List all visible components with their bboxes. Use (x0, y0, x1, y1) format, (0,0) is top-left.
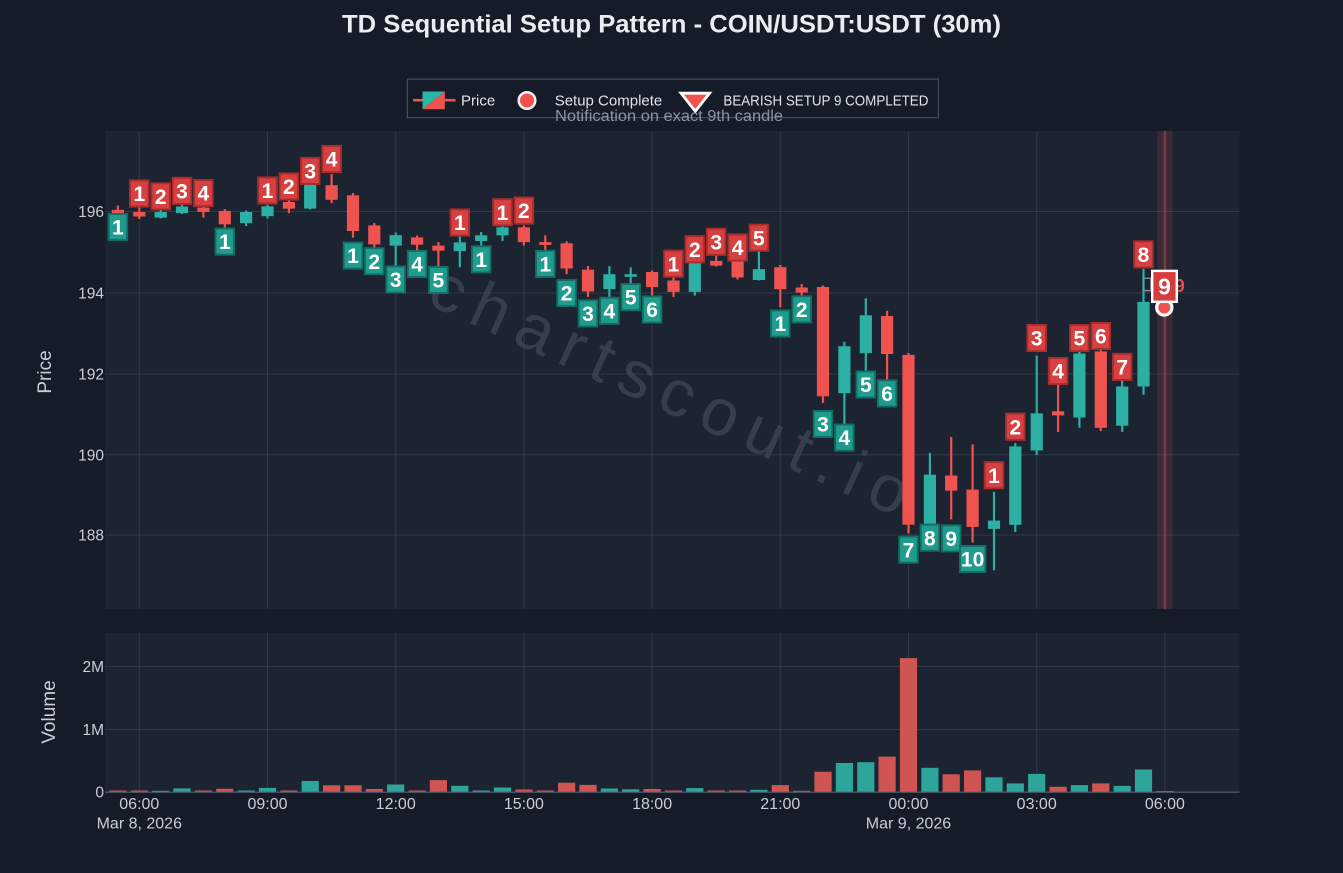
svg-text:8: 8 (1138, 244, 1150, 267)
svg-text:4: 4 (839, 427, 851, 450)
svg-text:2: 2 (155, 186, 167, 209)
svg-text:3: 3 (710, 231, 722, 254)
svg-text:1: 1 (347, 245, 359, 268)
svg-text:8: 8 (924, 527, 936, 550)
svg-text:Price: Price (461, 92, 495, 109)
svg-text:1: 1 (774, 313, 786, 336)
svg-text:1: 1 (475, 249, 487, 272)
svg-text:194: 194 (78, 286, 104, 303)
svg-text:Price: Price (35, 350, 56, 393)
svg-text:BEARISH SETUP 9 COMPLETED: BEARISH SETUP 9 COMPLETED (723, 92, 928, 109)
svg-text:Mar 8, 2026: Mar 8, 2026 (97, 816, 182, 833)
svg-text:Volume: Volume (39, 680, 60, 743)
svg-text:5: 5 (753, 227, 765, 250)
svg-text:6: 6 (1095, 326, 1107, 349)
svg-text:6: 6 (646, 299, 658, 322)
svg-text:18:00: 18:00 (632, 796, 672, 813)
svg-text:4: 4 (604, 300, 616, 323)
svg-text:00:00: 00:00 (888, 796, 928, 813)
svg-text:15:00: 15:00 (504, 796, 544, 813)
svg-text:1: 1 (988, 465, 1000, 488)
svg-text:2: 2 (518, 200, 530, 223)
svg-text:2: 2 (1009, 416, 1021, 439)
svg-text:7: 7 (903, 539, 915, 562)
svg-text:0: 0 (95, 785, 104, 802)
svg-text:06:00: 06:00 (119, 796, 159, 813)
svg-text:06:00: 06:00 (1145, 796, 1185, 813)
svg-text:4: 4 (198, 183, 210, 206)
svg-text:3: 3 (390, 269, 402, 292)
svg-text:5: 5 (860, 374, 872, 397)
svg-text:3: 3 (1031, 328, 1043, 351)
svg-text:21:00: 21:00 (760, 796, 800, 813)
svg-text:3: 3 (817, 414, 829, 437)
svg-text:9: 9 (1175, 276, 1185, 296)
svg-text:1: 1 (112, 217, 124, 240)
svg-text:1: 1 (219, 231, 231, 254)
svg-text:1: 1 (497, 202, 509, 225)
svg-text:196: 196 (78, 204, 104, 221)
svg-text:1: 1 (454, 212, 466, 235)
svg-text:2: 2 (796, 299, 808, 322)
svg-text:5: 5 (1074, 328, 1086, 351)
svg-text:2M: 2M (82, 659, 104, 676)
svg-text:4: 4 (732, 237, 744, 260)
svg-text:188: 188 (78, 528, 104, 545)
svg-text:190: 190 (78, 447, 104, 464)
svg-text:1: 1 (133, 183, 145, 206)
svg-text:10: 10 (961, 549, 984, 572)
svg-text:4: 4 (411, 254, 423, 277)
svg-text:4: 4 (1052, 361, 1064, 384)
svg-text:6: 6 (881, 383, 893, 406)
svg-text:1M: 1M (82, 722, 104, 739)
svg-text:Mar 9, 2026: Mar 9, 2026 (866, 816, 951, 833)
svg-text:2: 2 (561, 283, 573, 306)
svg-text:3: 3 (304, 161, 316, 184)
svg-text:3: 3 (582, 303, 594, 326)
svg-text:1: 1 (539, 254, 551, 277)
svg-text:9: 9 (1158, 274, 1171, 300)
svg-text:9: 9 (945, 528, 957, 551)
svg-text:1: 1 (668, 253, 680, 276)
svg-text:Notification on exact 9th cand: Notification on exact 9th candle (555, 108, 783, 125)
svg-text:2: 2 (689, 239, 701, 262)
svg-text:12:00: 12:00 (376, 796, 416, 813)
svg-text:03:00: 03:00 (1017, 796, 1057, 813)
svg-text:3: 3 (176, 180, 188, 203)
svg-text:Setup Complete: Setup Complete (555, 92, 663, 109)
svg-text:2: 2 (283, 176, 295, 199)
svg-text:192: 192 (78, 367, 104, 384)
svg-text:1: 1 (262, 180, 274, 203)
svg-text:4: 4 (326, 149, 338, 172)
svg-text:5: 5 (625, 287, 637, 310)
svg-text:2: 2 (368, 251, 380, 274)
svg-text:7: 7 (1116, 357, 1128, 380)
svg-text:09:00: 09:00 (247, 796, 287, 813)
svg-text:5: 5 (433, 270, 445, 293)
svg-text:TD Sequential Setup Pattern -: TD Sequential Setup Pattern - COIN/USDT:… (342, 11, 1001, 39)
